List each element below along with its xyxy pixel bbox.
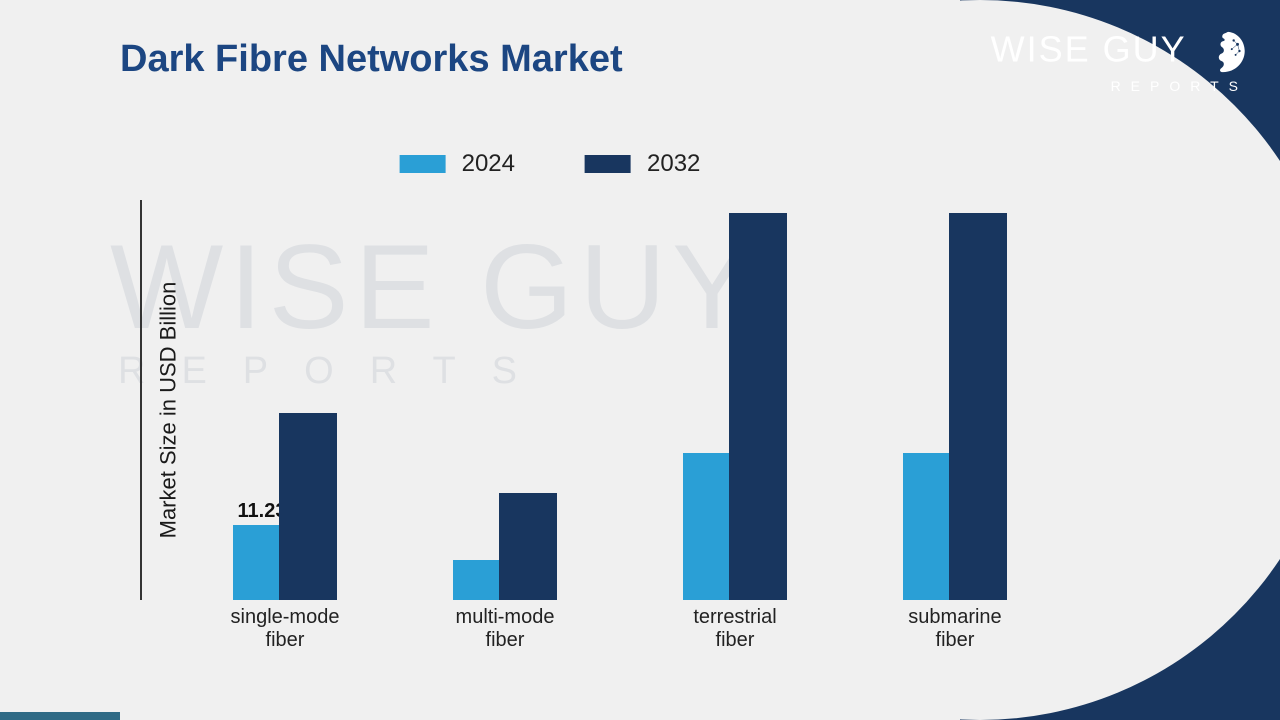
- legend-item-2032: 2032: [585, 150, 700, 178]
- category-label: single-modefiber: [205, 600, 365, 652]
- bar-2032: [949, 213, 1007, 600]
- bottom-accent-bar: [0, 712, 120, 720]
- category-label: multi-modefiber: [425, 600, 585, 652]
- legend-item-2024: 2024: [400, 150, 515, 178]
- chart-title: Dark Fibre Networks Market: [120, 38, 623, 81]
- category-label: terrestrialfiber: [655, 600, 815, 652]
- y-axis-line: [140, 200, 142, 600]
- legend-label-2024: 2024: [462, 150, 515, 178]
- bar-2032: [499, 493, 557, 600]
- bar-chart: Market Size in USD Billion 2024 2032 11.…: [100, 160, 1000, 660]
- legend-swatch-2024: [400, 155, 446, 173]
- legend-swatch-2032: [585, 155, 631, 173]
- logo-sub-text: REPORTS: [991, 78, 1250, 94]
- bar-2032: [729, 213, 787, 600]
- legend-label-2032: 2032: [647, 150, 700, 178]
- bar-2032: [279, 413, 337, 600]
- ai-head-icon: [1202, 28, 1250, 76]
- legend: 2024 2032: [400, 150, 701, 178]
- brand-logo: WISE GUY REPORTS: [991, 28, 1250, 94]
- category-label: submarinefiber: [875, 600, 1035, 652]
- logo-main-text: WISE GUY: [991, 29, 1186, 70]
- stage: WISE GUY REPORTS Dark Fibre Networks Mar…: [0, 0, 1280, 720]
- plot-area: 11.23single-modefibermulti-modefiberterr…: [140, 200, 1000, 600]
